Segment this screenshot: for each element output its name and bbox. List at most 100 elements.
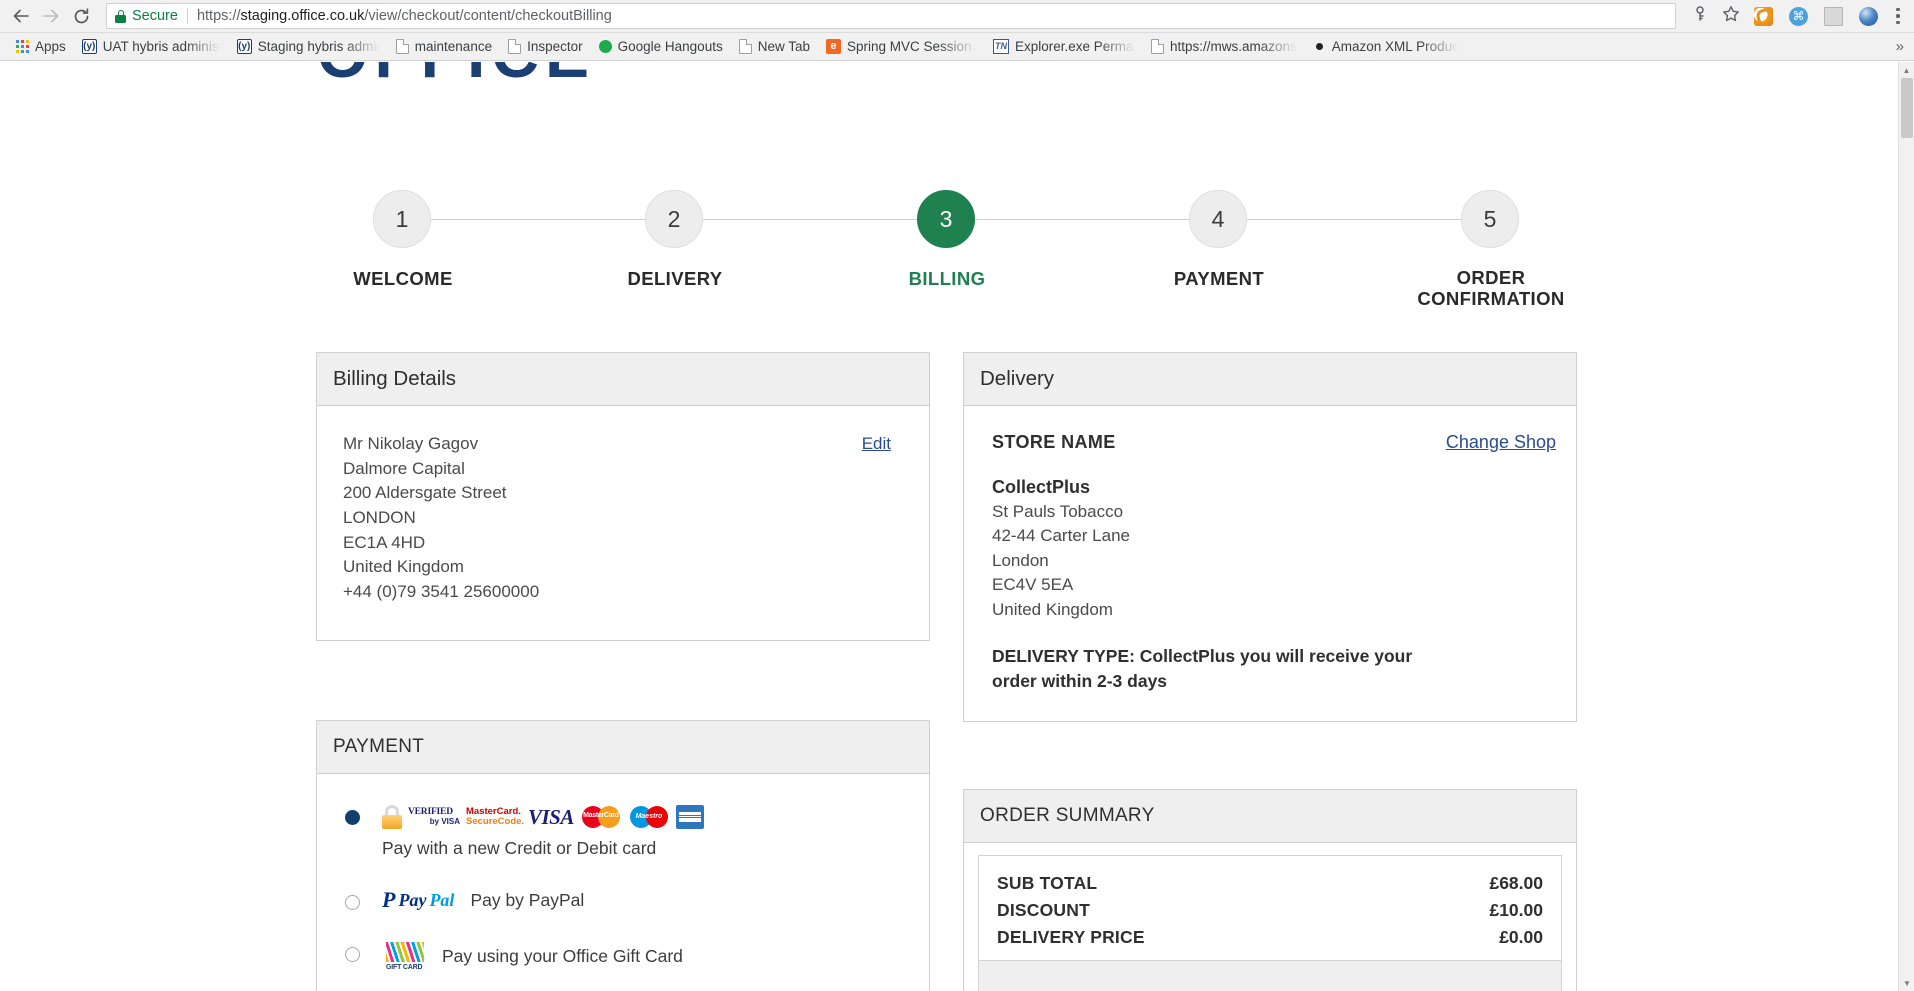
page-viewport: OFFICE 1 WELCOME 2 DELIVERY 3 BILLING 4 [0,62,1914,991]
extension-icons: ⌘ [1740,6,1888,26]
bookmark-inspector[interactable]: Inspector [500,35,591,59]
maestro-logo: Maestro [628,804,670,830]
bookmark-label: Explorer.exe Permane [1014,39,1135,54]
step-circle: 3 [917,190,975,248]
order-summary-row-value: £68.00 [1489,873,1543,893]
scrollbar-thumb[interactable] [1901,78,1913,138]
stepper-step-billing[interactable]: 3 BILLING [909,190,985,289]
stepper-step-delivery[interactable]: 2 DELIVERY [627,190,722,289]
stepper-step-payment[interactable]: 4 PAYMENT [1174,190,1264,289]
radio-credit-debit-card[interactable] [345,810,360,825]
bookmark-amazon-xml-product[interactable]: Amazon XML Produc [1305,35,1467,59]
bookmark-label: Inspector [527,39,583,54]
page-icon [395,39,409,54]
visa-logo: VISA [528,804,574,829]
payment-option-paypal[interactable]: P Pay Pal Pay by PayPal [331,885,911,911]
omnibox-actions [1682,5,1740,28]
lock-icon [115,9,126,23]
bookmark-apps[interactable]: Apps [8,35,74,59]
edit-billing-address-link[interactable]: Edit [861,434,891,453]
radio-gift-card[interactable] [345,947,360,962]
scrollbar-up-arrow-icon[interactable]: ▲ [1902,65,1911,75]
order-summary-row-value: £0.00 [1499,927,1543,947]
step-circle: 2 [645,190,703,248]
billing-address-line: LONDON [343,507,416,527]
extension-note-icon[interactable] [1824,6,1843,26]
stepper-step-order-confirmation[interactable]: 5 ORDER CONFIRMATION [1417,190,1564,309]
store-name: CollectPlus [992,477,1091,497]
payment-option-label: Pay using your Office Gift Card [442,945,683,966]
maestro-logo-text: Maestro [635,813,663,820]
paypal-logo: P Pay Pal [382,889,454,911]
address-bar[interactable]: Secure https://staging.office.co.uk/view… [106,3,1676,29]
change-shop-link[interactable]: Change Shop [1445,432,1556,452]
bookmark-mws-amazon[interactable]: https://mws.amazons [1143,35,1305,59]
paypal-pal-text: Pal [429,890,455,910]
office-logo[interactable]: OFFICE [317,62,595,92]
store-name-row: STORE NAME Change Shop [992,432,1556,453]
accepted-card-logos: VERIFIED by VISA MasterCard. SecureCode.… [382,804,704,830]
payment-option-content: VERIFIED by VISA MasterCard. SecureCode.… [382,804,704,859]
bookmark-star-icon[interactable] [1722,5,1740,28]
security-status-label: Secure [132,8,178,24]
order-summary-row-label: DELIVERY PRICE [997,927,1145,947]
extension-command-icon[interactable]: ⌘ [1789,6,1808,26]
hybris-icon: (y) [236,39,252,54]
payment-option-credit-debit-card[interactable]: VERIFIED by VISA MasterCard. SecureCode.… [331,800,911,859]
order-summary-box: SUB TOTAL £68.00 DISCOUNT £10.00 DELIVER… [978,855,1562,991]
paypal-mark-text: P [382,887,396,912]
vbv-bottom-text: by VISA [429,816,460,826]
bookmark-maintenance[interactable]: maintenance [388,35,500,59]
payment-panel: PAYMENT VERIFIED by VISA [316,720,930,991]
page-icon [1150,39,1164,54]
billing-details-header: Billing Details [317,353,929,406]
payment-option-gift-card[interactable]: GIFT CARD Pay using your Office Gift Car… [331,937,911,971]
gift-card-logo: GIFT CARD [382,941,426,971]
billing-details-body: Mr Nikolay Gagov Dalmore Capital 200 Ald… [317,406,929,640]
page-scrollbar[interactable]: ▲ ▼ [1898,62,1914,991]
mastercard-logo: MasterCard [580,804,622,830]
apps-grid-icon [16,40,29,53]
extension-lastpass-icon[interactable] [1754,6,1773,26]
reload-icon[interactable] [66,1,96,31]
back-arrow-icon[interactable] [6,1,36,31]
bookmark-uat-hybris[interactable]: (y) UAT hybris administra [74,35,229,59]
delivery-type-text: DELIVERY TYPE: CollectPlus you will rece… [992,646,1413,691]
stepper-step-welcome[interactable]: 1 WELCOME [353,190,452,289]
bookmark-label: Amazon XML Produc [1331,39,1459,54]
black-dot-icon [1315,43,1323,50]
bookmark-spring-mvc-session[interactable]: e Spring MVC Session A [818,35,985,59]
bookmarks-overflow-button[interactable]: » [1895,38,1904,55]
password-key-icon[interactable] [1692,5,1708,27]
extension-globe-icon[interactable] [1859,6,1878,26]
padlock-icon [382,805,402,829]
bookmark-staging-hybris[interactable]: (y) Staging hybris admin [229,35,388,59]
step-label: WELCOME [353,268,453,289]
bookmark-new-tab[interactable]: New Tab [731,35,818,59]
mcsc-top-text: MasterCard. [466,805,521,817]
payment-option-label: Pay by PayPal [470,889,585,910]
order-summary-footer-strip [979,960,1561,991]
order-summary-row-label: SUB TOTAL [997,873,1098,893]
hybris-icon: (y) [81,39,97,54]
url-path: /view/checkout/content/checkoutBilling [364,8,612,24]
radio-paypal[interactable] [345,895,360,910]
bookmark-google-hangouts[interactable]: Google Hangouts [591,35,731,59]
scrollbar-down-arrow-icon[interactable]: ▼ [1903,978,1911,988]
verified-by-visa-logo: VERIFIED by VISA [408,805,460,829]
bookmark-label: maintenance [414,39,493,54]
order-summary-row-value: £10.00 [1489,900,1543,920]
delivery-panel: Delivery STORE NAME Change Shop CollectP… [963,352,1577,723]
step-circle: 1 [373,190,431,248]
bookmark-label: New Tab [757,39,810,54]
bookmark-label: Spring MVC Session A [846,39,977,54]
mastercard-securecode-logo: MasterCard. SecureCode. [466,805,524,829]
billing-details-panel: Billing Details Mr Nikolay Gagov Dalmore… [316,352,930,642]
store-address-line: 42-44 Carter Lane [992,526,1130,546]
page-icon [508,39,522,54]
chrome-menu-icon[interactable] [1888,7,1908,25]
payment-body: VERIFIED by VISA MasterCard. SecureCode.… [317,774,929,971]
bookmark-explorer-exe[interactable]: TN Explorer.exe Permane [985,35,1143,59]
url-host: staging.office.co.uk [240,8,365,24]
